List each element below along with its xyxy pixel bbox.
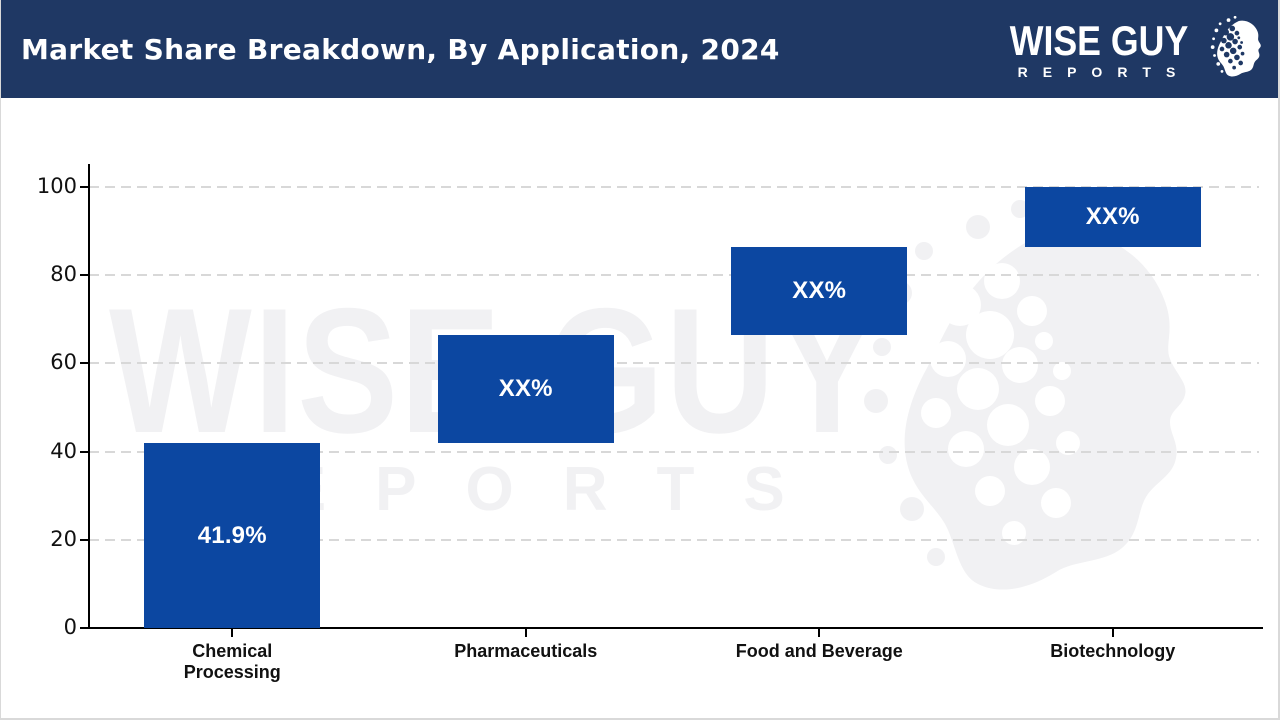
bar-value-label: XX% [498, 374, 553, 402]
brand-logo-text: WISE GUY REPORTS [994, 16, 1204, 80]
xtick-label-0: Chemical Processing [183, 641, 281, 682]
page-title: Market Share Breakdown, By Application, … [21, 32, 780, 66]
bar-food-and-beverage: XX% [731, 246, 908, 335]
ytick-mark-80 [80, 274, 89, 277]
bar-value-label: XX% [1085, 202, 1140, 230]
gridline-y20 [89, 538, 1259, 541]
gridline-y100 [89, 186, 1259, 188]
ytick-mark-0 [80, 627, 89, 629]
xtick-mark-0 [231, 629, 234, 637]
y-axis-spine [88, 164, 90, 629]
gridline-y80 [89, 274, 1259, 277]
xtick-label-1: Pharmaceuticals [454, 641, 598, 661]
ytick-label-80: 80 [50, 262, 77, 287]
ytick-mark-40 [80, 450, 89, 453]
ytick-mark-20 [80, 538, 89, 541]
xtick-mark-2 [818, 629, 821, 637]
bar-value-label: XX% [792, 276, 847, 304]
brand-face-icon [1210, 16, 1261, 77]
xtick-mark-3 [1111, 629, 1114, 637]
ytick-mark-60 [80, 362, 89, 365]
brand-subname: REPORTS [1017, 63, 1191, 80]
brand-name: WISE GUY [1009, 16, 1189, 64]
gridline-y40 [89, 450, 1259, 453]
brand-logo: WISE GUY REPORTS [994, 16, 1264, 82]
gridline-y60 [89, 362, 1259, 365]
bar-pharmaceuticals: XX% [437, 334, 614, 444]
x-axis-spine [88, 627, 1263, 629]
ytick-label-0: 0 [63, 615, 77, 639]
bar-value-label: 41.9% [197, 521, 267, 549]
bar-biotechnology: XX% [1024, 187, 1201, 247]
ytick-label-100: 100 [36, 174, 77, 198]
ytick-mark-100 [80, 186, 89, 188]
ytick-label-20: 20 [50, 526, 77, 551]
xtick-label-3: Biotechnology [1050, 641, 1176, 661]
ytick-label-60: 60 [50, 350, 77, 375]
ytick-label-40: 40 [50, 438, 77, 463]
bar-chemical-processing: 41.9% [144, 443, 321, 628]
xtick-mark-1 [524, 629, 527, 637]
xtick-label-2: Food and Beverage [735, 641, 903, 661]
header-bar: Market Share Breakdown, By Application, … [1, 0, 1278, 98]
